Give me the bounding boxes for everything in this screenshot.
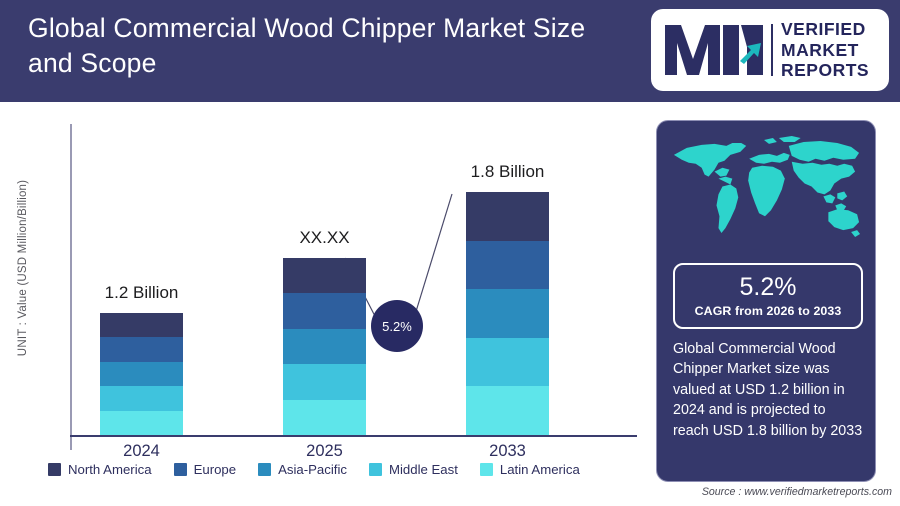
plot-bars: 1.2 Billion 2024 XX.XX 2025 1.8 Billion 2033	[0, 102, 640, 506]
legend-swatch-icon	[479, 463, 493, 476]
bar-segment-2025-latin-america[interactable]	[283, 399, 366, 435]
cagr-caption: CAGR from 2026 to 2033	[694, 304, 842, 319]
page-title: Global Commercial Wood Chipper Market Si…	[28, 13, 586, 79]
legend-label: Asia-Pacific	[278, 462, 347, 477]
x-axis-label-2033: 2033	[489, 442, 526, 460]
logo-word-line1: VERIFIED	[781, 19, 866, 40]
side-panel: 5.2% CAGR from 2026 to 2033 Global Comme…	[656, 120, 876, 482]
bar-2024[interactable]	[100, 313, 183, 435]
logo-wordmark: VERIFIED MARKET REPORTS	[781, 19, 869, 80]
bar-total-label-2025: XX.XX	[299, 228, 350, 247]
legend-swatch-icon	[368, 463, 382, 476]
bar-segment-2025-asia-pacific[interactable]	[283, 328, 366, 365]
bar-segment-2024-latin-america[interactable]	[100, 410, 183, 435]
y-axis-line	[70, 124, 72, 450]
logo-card: VERIFIED MARKET REPORTS	[651, 9, 889, 91]
x-axis-label-2025: 2025	[306, 442, 343, 460]
bar-2025[interactable]	[283, 258, 366, 435]
legend-swatch-icon	[173, 463, 187, 476]
vmr-logo-icon	[661, 19, 769, 81]
bar-2033[interactable]	[466, 192, 549, 435]
legend-item-latin-america[interactable]: Latin America	[479, 462, 580, 477]
legend-label: Europe	[193, 462, 237, 477]
legend-swatch-icon	[258, 463, 272, 476]
legend-item-asia-pacific[interactable]: Asia-Pacific	[258, 462, 347, 477]
legend-item-north-america[interactable]: North America	[48, 462, 152, 477]
legend-label: North America	[68, 462, 152, 477]
chart-area: UNIT : Value (USD Million/Billion) 1.2 B…	[0, 102, 640, 506]
legend-label: Middle East	[388, 462, 458, 477]
bar-segment-2033-asia-pacific[interactable]	[466, 289, 549, 338]
bar-segment-2024-asia-pacific[interactable]	[100, 361, 183, 387]
bar-segment-2024-europe[interactable]	[100, 337, 183, 362]
cagr-highlight-box: 5.2% CAGR from 2026 to 2033	[673, 263, 863, 329]
bar-segment-2033-europe[interactable]	[466, 240, 549, 290]
logo-word-line3: REPORTS	[781, 60, 870, 81]
bar-total-label-2024: 1.2 Billion	[104, 283, 179, 302]
bar-total-label-2033: 1.8 Billion	[470, 162, 545, 181]
x-axis-line	[70, 435, 637, 437]
cagr-bubble: 5.2%	[371, 300, 423, 352]
legend-swatch-icon	[48, 463, 61, 476]
chart-legend: North America Europe Asia-Pacific Middle Ea…	[48, 462, 580, 477]
bar-segment-2033-middle-east[interactable]	[466, 337, 549, 387]
logo-divider	[771, 24, 773, 76]
bar-segment-2033-north-america[interactable]	[466, 192, 549, 241]
world-map-icon	[667, 131, 865, 243]
legend-label: Latin America	[499, 462, 580, 477]
bar-segment-2025-europe[interactable]	[283, 293, 366, 329]
bar-segment-2033-latin-america[interactable]	[466, 386, 549, 435]
legend-item-middle-east[interactable]: Middle East	[368, 462, 458, 477]
cagr-value: 5.2%	[739, 272, 797, 301]
cagr-bubble-value: 5.2%	[382, 318, 412, 334]
x-axis-label-2024: 2024	[123, 442, 160, 460]
bar-segment-2024-middle-east[interactable]	[100, 386, 183, 411]
panel-description: Global Commercial Wood Chipper Market si…	[673, 341, 863, 439]
logo-word-line2: MARKET	[781, 39, 859, 60]
bar-segment-2025-middle-east[interactable]	[283, 364, 366, 400]
bar-segment-2024-north-america[interactable]	[100, 313, 183, 338]
bar-segment-2025-north-america[interactable]	[283, 258, 366, 294]
source-text: Source : www.verifiedmarketreports.com	[701, 486, 892, 498]
legend-item-europe[interactable]: Europe	[173, 462, 237, 477]
header-bar: Global Commercial Wood Chipper Market Si…	[0, 0, 900, 102]
